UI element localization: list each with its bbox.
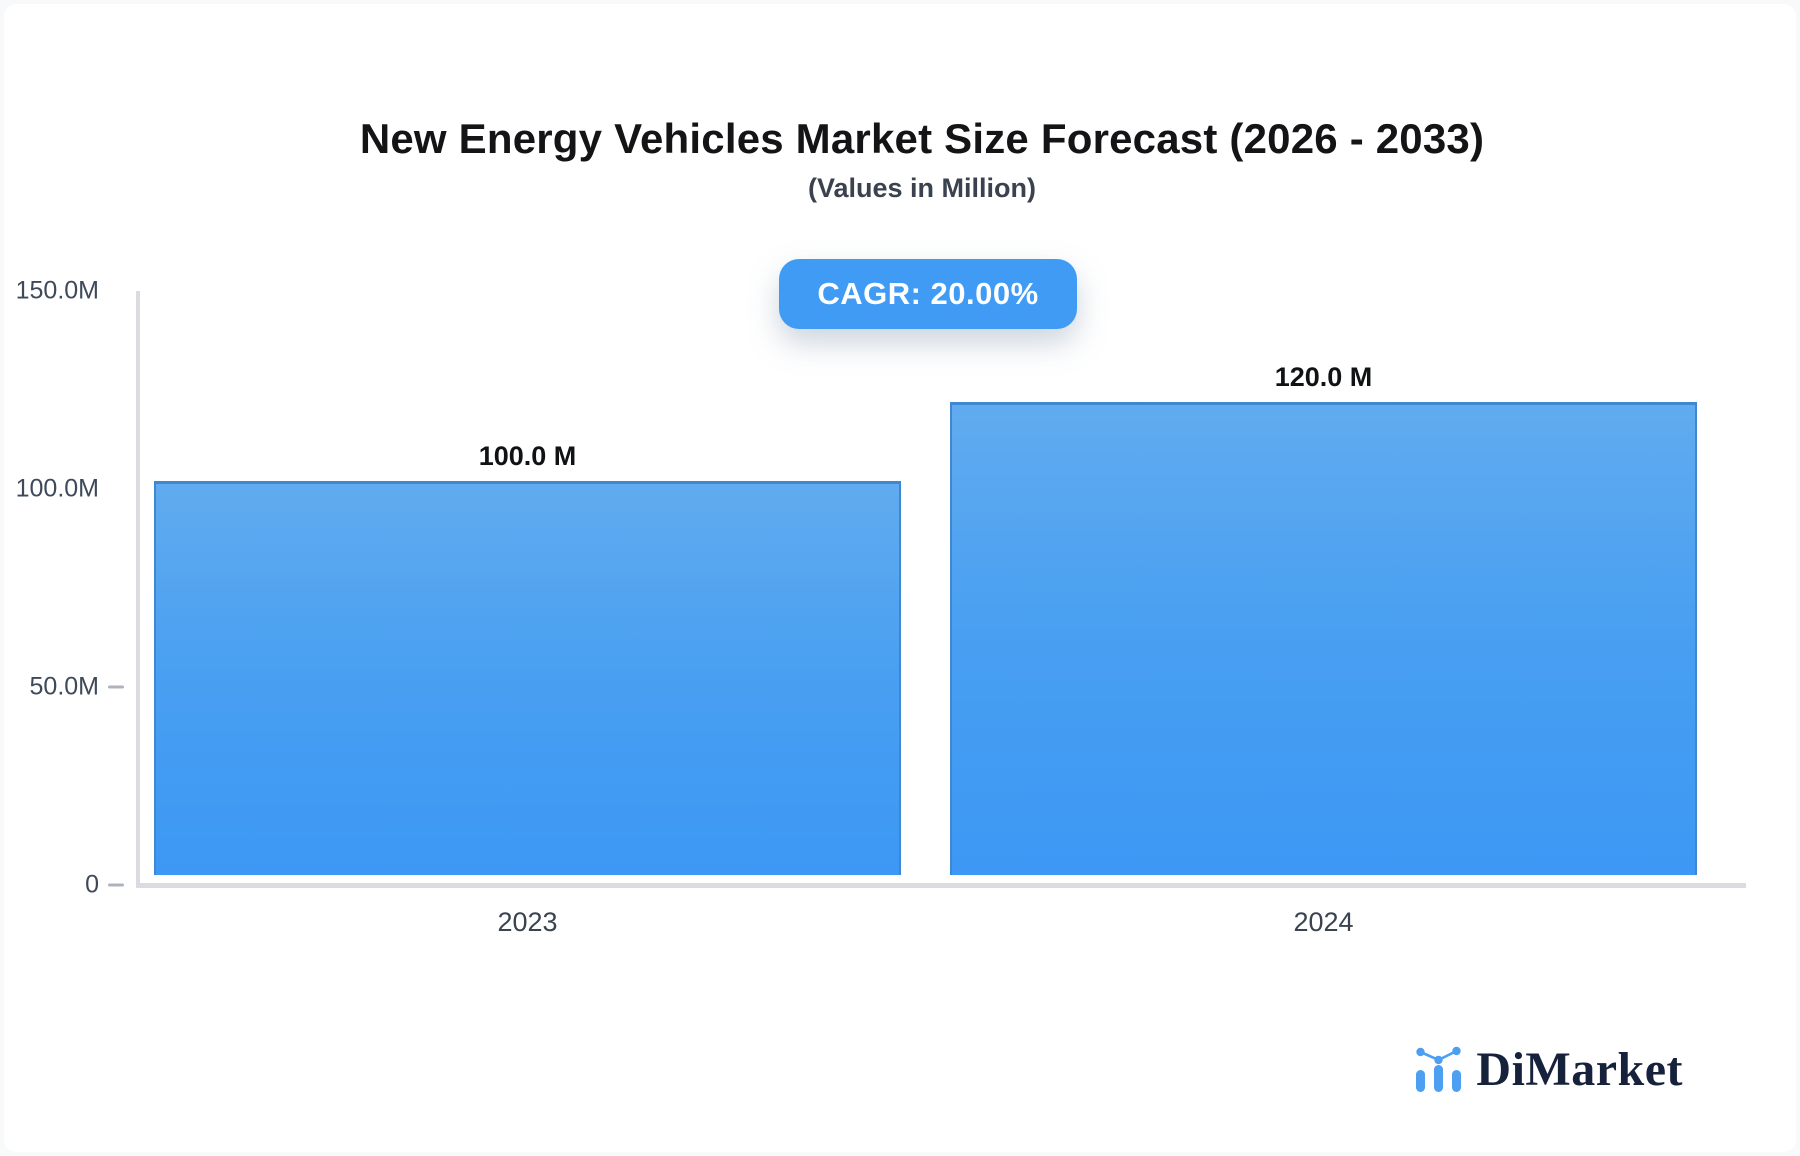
bar-group-2024: 120.0 M [950, 362, 1697, 875]
cagr-badge-label: CAGR: 20.00% [817, 276, 1039, 311]
y-tick-100: 100.0M [4, 475, 124, 504]
chart-card: New Energy Vehicles Market Size Forecast… [4, 4, 1796, 1152]
chart-title: New Energy Vehicles Market Size Forecast… [359, 115, 1485, 162]
tick-dash [108, 685, 124, 689]
bar-2024 [950, 402, 1697, 875]
y-axis-line [136, 291, 140, 885]
y-tick-50: 50.0M [4, 673, 124, 702]
cagr-badge: CAGR: 20.00% [779, 259, 1077, 329]
chart-subtitle: (Values in Million) [807, 173, 1037, 203]
y-tick-label: 0 [85, 870, 99, 899]
y-tick-label: 150.0M [15, 276, 99, 305]
y-tick-150: 150.0M [4, 277, 124, 306]
tick-dash [108, 883, 124, 887]
logo-text: DiMarket [1476, 1042, 1683, 1096]
x-axis-label-2023: 2023 [497, 907, 558, 937]
bar-2023 [154, 481, 901, 875]
bar-value-label: 100.0 M [478, 441, 577, 471]
y-tick-label: 50.0M [29, 672, 99, 701]
x-axis-label-2024: 2024 [1293, 907, 1354, 937]
dimarket-logo: DiMarket [1414, 1042, 1683, 1096]
bar-chart-with-trend-dots-icon [1416, 1046, 1462, 1092]
bar-value-label: 120.0 M [1274, 362, 1373, 392]
y-tick-label: 100.0M [15, 474, 99, 503]
y-tick-0: 0 [4, 871, 124, 900]
x-axis-line [136, 883, 1746, 888]
bar-group-2023: 100.0 M [154, 441, 901, 875]
